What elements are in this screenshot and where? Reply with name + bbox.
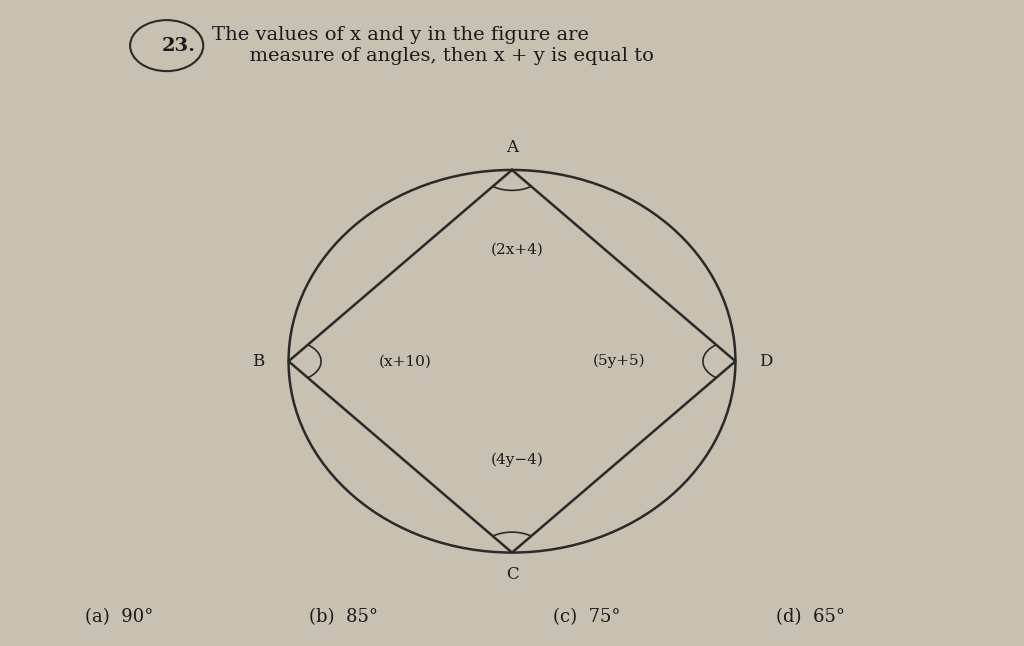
Text: A: A	[506, 139, 518, 156]
Text: C: C	[506, 567, 518, 583]
Text: (2x+4): (2x+4)	[490, 243, 544, 256]
Text: D: D	[759, 353, 772, 370]
Text: (a)  90°: (a) 90°	[85, 608, 154, 626]
Text: (d)  65°: (d) 65°	[776, 608, 845, 626]
Text: (x+10): (x+10)	[379, 354, 432, 368]
Text: (b)  85°: (b) 85°	[309, 608, 378, 626]
Text: (5y+5): (5y+5)	[592, 354, 645, 368]
Text: 23.: 23.	[162, 37, 196, 55]
Text: B: B	[252, 353, 264, 370]
Text: The values of x and y in the figure are
      measure of angles, then x + y is e: The values of x and y in the figure are …	[212, 26, 654, 65]
Text: (c)  75°: (c) 75°	[553, 608, 621, 626]
Text: (4y−4): (4y−4)	[490, 453, 544, 467]
